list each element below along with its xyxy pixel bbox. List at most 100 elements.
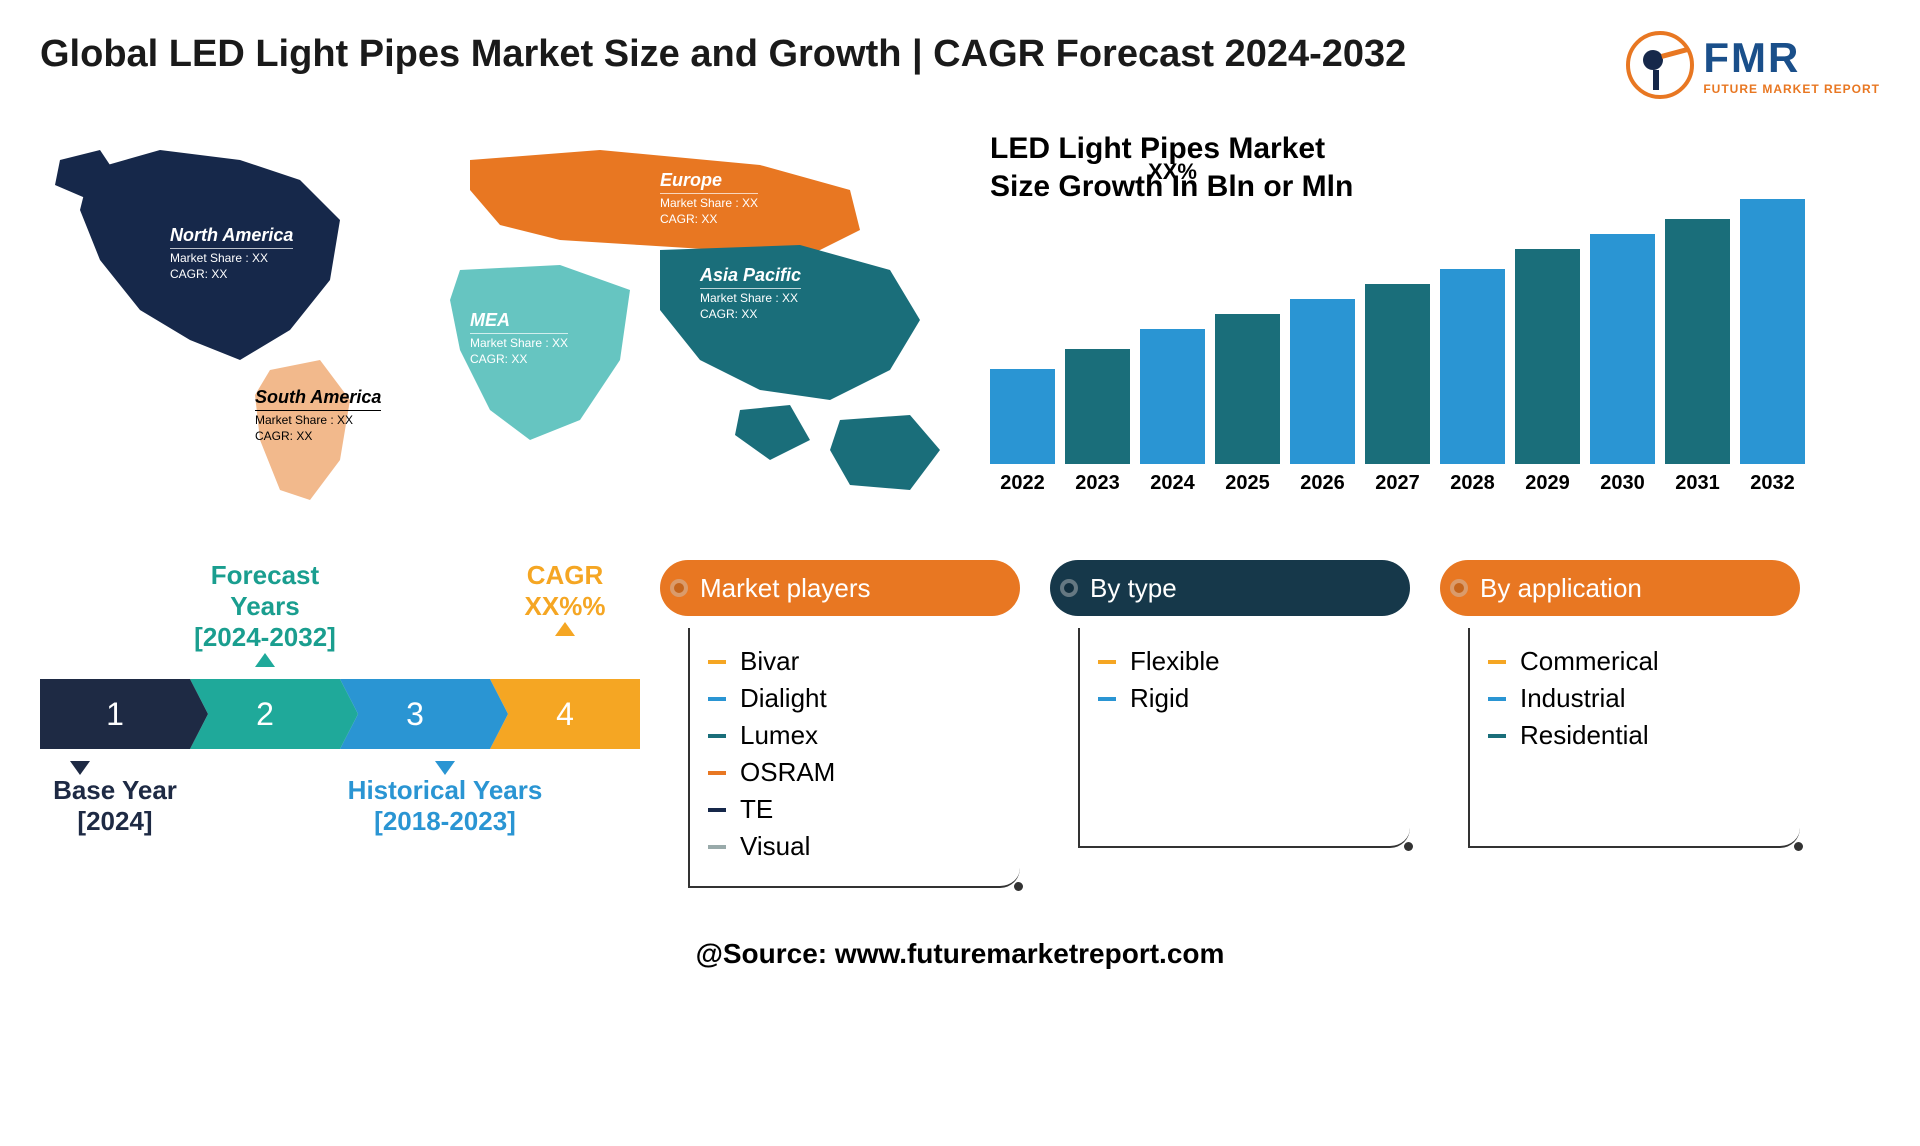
category-item: Visual	[708, 831, 1020, 862]
timeline-step-2: 2	[190, 679, 340, 749]
logo-main-text: FMR	[1703, 34, 1880, 82]
bar	[990, 369, 1055, 464]
tick-icon	[708, 808, 726, 812]
region-mea-name: MEA	[470, 310, 568, 334]
category-by-application: By applicationCommericalIndustrialReside…	[1440, 560, 1800, 888]
region-na-name: North America	[170, 225, 293, 249]
bar-year-label: 2022	[1000, 472, 1045, 495]
hist-title: Historical Years	[340, 775, 550, 806]
bar-year-label: 2032	[1750, 472, 1795, 495]
category-title: Market players	[700, 573, 871, 604]
category-body: CommericalIndustrialResidential	[1468, 628, 1800, 848]
bar-year-label: 2024	[1150, 472, 1195, 495]
category-item: OSRAM	[708, 757, 1020, 788]
tick-icon	[708, 845, 726, 849]
category-item-label: Flexible	[1130, 646, 1220, 677]
bar-chart: LED Light Pipes Market Size Growth In Bl…	[990, 130, 1880, 510]
category-item-label: Visual	[740, 831, 810, 862]
bar-year-label: 2028	[1450, 472, 1495, 495]
region-eu-cagr: CAGR: XX	[660, 212, 758, 228]
logo: FMR FUTURE MARKET REPORT	[1625, 30, 1880, 100]
cagr-value: XX%%	[490, 591, 640, 622]
tick-icon	[708, 771, 726, 775]
logo-icon	[1625, 30, 1695, 100]
bar-year-label: 2029	[1525, 472, 1570, 495]
category-item-label: Bivar	[740, 646, 799, 677]
bar-col-2025: 2025	[1215, 314, 1280, 495]
region-sa-share: Market Share : XX	[255, 413, 381, 429]
logo-sub-text: FUTURE MARKET REPORT	[1703, 82, 1880, 96]
category-item-label: Rigid	[1130, 683, 1189, 714]
world-map: North America Market Share : XX CAGR: XX…	[40, 130, 960, 510]
bar-col-2029: 2029	[1515, 249, 1580, 495]
tick-icon	[708, 660, 726, 664]
bar	[1215, 314, 1280, 464]
category-item-label: Commerical	[1520, 646, 1659, 677]
page-title: Global LED Light Pipes Market Size and G…	[40, 30, 1406, 79]
bar-col-2030: 2030	[1590, 234, 1655, 495]
timeline-step-3: 3	[340, 679, 490, 749]
category-header: By application	[1440, 560, 1800, 616]
category-item: Dialight	[708, 683, 1020, 714]
bar-col-2028: 2028	[1440, 269, 1505, 495]
region-eu-name: Europe	[660, 170, 758, 194]
forecast-title: Forecast Years	[190, 560, 340, 622]
bar-annotation: XX%	[1148, 159, 1197, 185]
bar	[1065, 349, 1130, 464]
bar-col-2031: 2031	[1665, 219, 1730, 495]
category-by-type: By type Flexible Rigid	[1050, 560, 1410, 888]
bar-col-2032: XX%2032	[1740, 199, 1805, 495]
region-na-cagr: CAGR: XX	[170, 267, 293, 283]
bar-year-label: 2030	[1600, 472, 1645, 495]
bar-year-label: 2031	[1675, 472, 1720, 495]
tick-icon	[708, 734, 726, 738]
tick-icon	[1098, 697, 1116, 701]
category-item: Commerical	[1488, 646, 1800, 677]
region-ap-cagr: CAGR: XX	[700, 307, 801, 323]
bar	[1440, 269, 1505, 464]
region-eu-share: Market Share : XX	[660, 196, 758, 212]
category-title: By type	[1090, 573, 1177, 604]
bar-year-label: 2025	[1225, 472, 1270, 495]
category-title: By application	[1480, 573, 1642, 604]
bar	[1665, 219, 1730, 464]
bar-year-label: 2023	[1075, 472, 1120, 495]
timeline-step-4: 4	[490, 679, 640, 749]
bar	[1740, 199, 1805, 464]
tick-icon	[1098, 660, 1116, 664]
category-item: TE	[708, 794, 1020, 825]
bar-col-2027: 2027	[1365, 284, 1430, 495]
category-item: Industrial	[1488, 683, 1800, 714]
region-mea-cagr: CAGR: XX	[470, 352, 568, 368]
category-item-label: Lumex	[740, 720, 818, 751]
bar	[1290, 299, 1355, 464]
category-item: Flexible	[1098, 646, 1410, 677]
region-sa-cagr: CAGR: XX	[255, 429, 381, 445]
category-body: Bivar Dialight Lumex OSRAM TE Visual	[688, 628, 1020, 888]
tick-icon	[1488, 660, 1506, 664]
category-item-label: Dialight	[740, 683, 827, 714]
tick-icon	[1488, 734, 1506, 738]
bar	[1365, 284, 1430, 464]
bar	[1140, 329, 1205, 464]
base-title: Base Year	[40, 775, 190, 806]
category-item: Lumex	[708, 720, 1020, 751]
bar	[1590, 234, 1655, 464]
timeline-step-1: 1	[40, 679, 190, 749]
bar-col-2026: 2026	[1290, 299, 1355, 495]
bar-col-2024: XX%2024	[1140, 329, 1205, 495]
category-market-players: Market players Bivar Dialight Lumex OSRAM TE V…	[660, 560, 1020, 888]
dot-icon	[1060, 579, 1078, 597]
category-header: By type	[1050, 560, 1410, 616]
category-item-label: OSRAM	[740, 757, 835, 788]
region-ap-share: Market Share : XX	[700, 291, 801, 307]
category-item-label: Industrial	[1520, 683, 1626, 714]
category-item: Bivar	[708, 646, 1020, 677]
bar	[1515, 249, 1580, 464]
bar-year-label: 2027	[1375, 472, 1420, 495]
region-sa-name: South America	[255, 387, 381, 411]
tick-icon	[1488, 697, 1506, 701]
base-range: [2024]	[40, 806, 190, 837]
category-item-label: TE	[740, 794, 773, 825]
category-item: Rigid	[1098, 683, 1410, 714]
